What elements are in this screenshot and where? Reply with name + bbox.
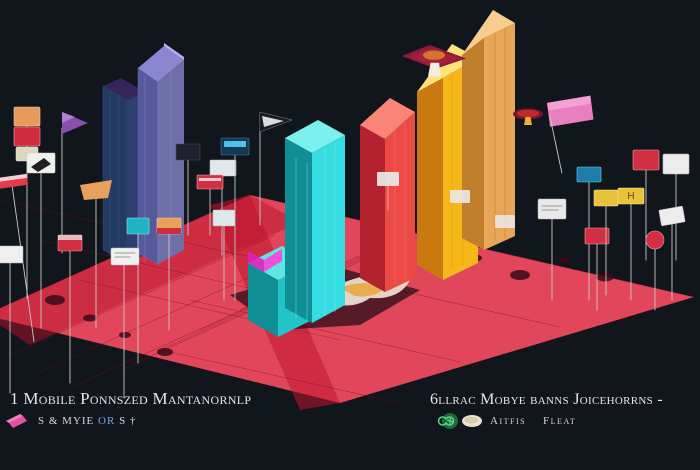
svg-text:6llrac Mobye banns Joicehorrns: 6llrac Mobye banns Joicehorrns - <box>430 391 663 408</box>
svg-text:S & MYIE OR S †: S & MYIE OR S † <box>38 415 136 427</box>
svg-text:1 Mobile Ponnszed Mantanornlp: 1 Mobile Ponnszed Mantanornlp <box>10 389 251 408</box>
svg-text:H: H <box>627 191 634 202</box>
svg-text:Aitfis Fleat: Aitfis Fleat <box>490 415 576 427</box>
